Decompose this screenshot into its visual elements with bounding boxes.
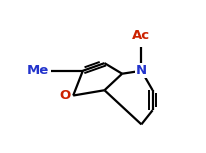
- Text: O: O: [59, 89, 70, 102]
- Text: Ac: Ac: [132, 29, 150, 42]
- Text: N: N: [135, 64, 146, 77]
- Text: Me: Me: [27, 64, 49, 77]
